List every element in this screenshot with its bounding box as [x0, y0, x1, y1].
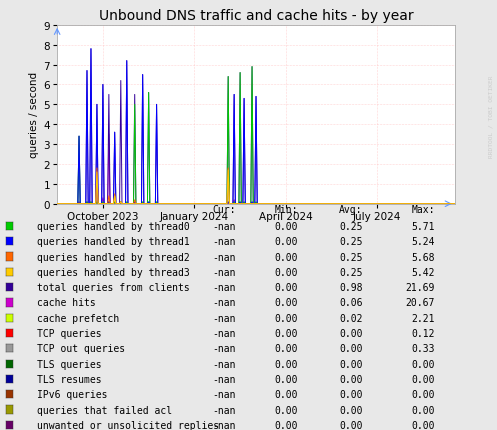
Text: total queries from clients: total queries from clients [37, 283, 190, 292]
Text: 0.00: 0.00 [339, 344, 363, 353]
Text: queries handled by thread2: queries handled by thread2 [37, 252, 190, 262]
Text: 0.02: 0.02 [339, 313, 363, 323]
Text: 0.00: 0.00 [275, 298, 298, 308]
Text: 0.00: 0.00 [339, 374, 363, 384]
Text: 5.68: 5.68 [412, 252, 435, 262]
Text: 0.00: 0.00 [339, 405, 363, 415]
Text: -nan: -nan [213, 344, 236, 353]
Text: 0.00: 0.00 [339, 390, 363, 399]
Text: 0.00: 0.00 [275, 405, 298, 415]
Text: 0.00: 0.00 [275, 359, 298, 369]
Text: -nan: -nan [213, 267, 236, 277]
Text: -nan: -nan [213, 283, 236, 292]
Text: queries handled by thread3: queries handled by thread3 [37, 267, 190, 277]
Text: RRDTOOL / TOBI OETIKER: RRDTOOL / TOBI OETIKER [489, 75, 494, 157]
Title: Unbound DNS traffic and cache hits - by year: Unbound DNS traffic and cache hits - by … [98, 9, 414, 23]
Text: queries handled by thread1: queries handled by thread1 [37, 237, 190, 247]
Text: 0.00: 0.00 [275, 283, 298, 292]
Text: queries handled by thread0: queries handled by thread0 [37, 221, 190, 231]
Text: -nan: -nan [213, 252, 236, 262]
Text: 0.00: 0.00 [412, 359, 435, 369]
Text: -nan: -nan [213, 405, 236, 415]
Text: 0.00: 0.00 [275, 313, 298, 323]
Text: Min:: Min: [275, 205, 298, 215]
Text: -nan: -nan [213, 313, 236, 323]
Text: -nan: -nan [213, 221, 236, 231]
Text: unwanted or unsolicited replies: unwanted or unsolicited replies [37, 420, 219, 430]
Text: TLS queries: TLS queries [37, 359, 102, 369]
Text: 0.00: 0.00 [275, 252, 298, 262]
Text: -nan: -nan [213, 359, 236, 369]
Text: Avg:: Avg: [339, 205, 363, 215]
Text: Cur:: Cur: [213, 205, 236, 215]
Text: 0.25: 0.25 [339, 237, 363, 247]
Text: TLS resumes: TLS resumes [37, 374, 102, 384]
Text: cache prefetch: cache prefetch [37, 313, 119, 323]
Text: 0.00: 0.00 [339, 329, 363, 338]
Text: 0.06: 0.06 [339, 298, 363, 308]
Text: 0.98: 0.98 [339, 283, 363, 292]
Text: -nan: -nan [213, 374, 236, 384]
Text: 0.00: 0.00 [275, 329, 298, 338]
Y-axis label: queries / second: queries / second [29, 72, 39, 158]
Text: 0.00: 0.00 [275, 221, 298, 231]
Text: 0.00: 0.00 [275, 344, 298, 353]
Text: 21.69: 21.69 [406, 283, 435, 292]
Text: -nan: -nan [213, 420, 236, 430]
Text: IPv6 queries: IPv6 queries [37, 390, 108, 399]
Text: 0.00: 0.00 [412, 405, 435, 415]
Text: 0.00: 0.00 [412, 374, 435, 384]
Text: 0.00: 0.00 [275, 390, 298, 399]
Text: 0.00: 0.00 [412, 390, 435, 399]
Text: 0.25: 0.25 [339, 221, 363, 231]
Text: 0.25: 0.25 [339, 267, 363, 277]
Text: -nan: -nan [213, 329, 236, 338]
Text: 0.00: 0.00 [339, 420, 363, 430]
Text: queries that failed acl: queries that failed acl [37, 405, 172, 415]
Text: cache hits: cache hits [37, 298, 96, 308]
Text: -nan: -nan [213, 390, 236, 399]
Text: 0.00: 0.00 [275, 237, 298, 247]
Text: 0.00: 0.00 [339, 359, 363, 369]
Text: 5.71: 5.71 [412, 221, 435, 231]
Text: 0.33: 0.33 [412, 344, 435, 353]
Text: 5.24: 5.24 [412, 237, 435, 247]
Text: 2.21: 2.21 [412, 313, 435, 323]
Text: 0.00: 0.00 [275, 267, 298, 277]
Text: -nan: -nan [213, 237, 236, 247]
Text: -nan: -nan [213, 298, 236, 308]
Text: 0.12: 0.12 [412, 329, 435, 338]
Text: 0.25: 0.25 [339, 252, 363, 262]
Text: TCP queries: TCP queries [37, 329, 102, 338]
Text: 5.42: 5.42 [412, 267, 435, 277]
Text: TCP out queries: TCP out queries [37, 344, 125, 353]
Text: 0.00: 0.00 [275, 374, 298, 384]
Text: 0.00: 0.00 [412, 420, 435, 430]
Text: 20.67: 20.67 [406, 298, 435, 308]
Text: Max:: Max: [412, 205, 435, 215]
Text: 0.00: 0.00 [275, 420, 298, 430]
